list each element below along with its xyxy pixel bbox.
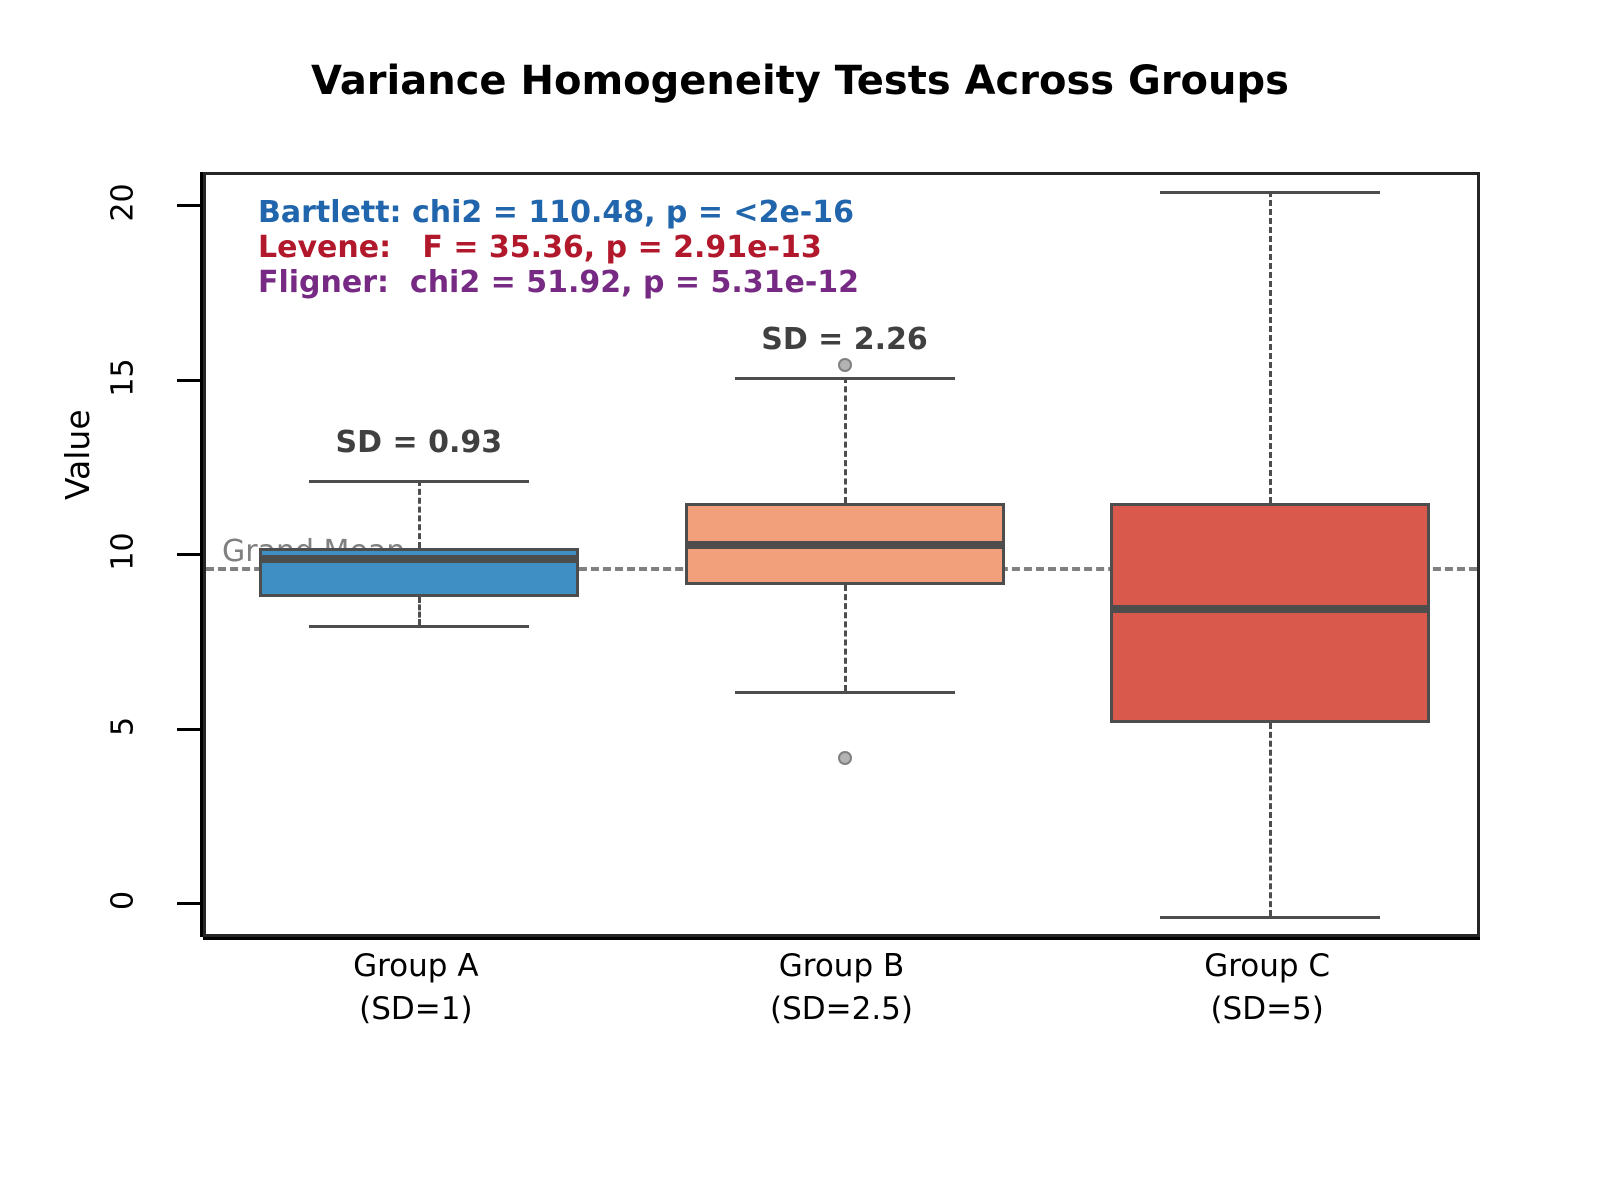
whisker-cap-upper xyxy=(308,480,529,484)
y-tick-mark xyxy=(177,902,201,905)
y-axis-line xyxy=(200,172,204,937)
outlier-point[interactable] xyxy=(837,750,852,765)
stat-line-bartlett: Bartlett: chi2 = 110.48, p = <2e-16 xyxy=(258,195,854,230)
median-line xyxy=(684,540,1005,549)
whisker-upper xyxy=(1269,190,1273,503)
whisker-cap-lower xyxy=(308,625,529,629)
whisker-cap-upper xyxy=(1160,190,1381,194)
x-label-line2: (SD=2.5) xyxy=(769,991,913,1027)
x-axis-label-group-c: Group C (SD=5) xyxy=(1067,945,1467,1031)
whisker-upper xyxy=(417,480,421,549)
whisker-cap-lower xyxy=(1160,916,1381,920)
page-title: Variance Homogeneity Tests Across Groups xyxy=(311,58,1289,104)
y-tick-label: 10 xyxy=(105,532,141,571)
boxplot-group-c[interactable]: SD = 4.88 xyxy=(206,175,1477,934)
outlier-point[interactable] xyxy=(837,358,852,373)
x-label-line1: Group A xyxy=(353,948,479,984)
boxplot-group-a[interactable]: SD = 0.93 xyxy=(206,175,1477,934)
sd-annotation: SD = 2.26 xyxy=(761,322,928,358)
median-line xyxy=(1110,605,1431,614)
y-tick-label: 0 xyxy=(105,890,141,911)
x-label-line1: Group B xyxy=(778,948,905,984)
y-tick-mark xyxy=(177,204,201,207)
x-label-line2: (SD=5) xyxy=(1210,991,1324,1027)
boxplot-group-b[interactable]: SD = 2.26 xyxy=(206,175,1477,934)
whisker-lower xyxy=(1269,722,1273,917)
x-axis-line xyxy=(203,936,1480,940)
y-tick-label: 15 xyxy=(105,357,141,397)
x-axis-label-group-b: Group B (SD=2.5) xyxy=(642,945,1042,1031)
whisker-cap-lower xyxy=(734,691,955,695)
y-tick-label: 20 xyxy=(105,183,141,222)
sd-annotation: SD = 0.93 xyxy=(335,425,503,461)
whisker-upper xyxy=(843,377,847,503)
stats-annotations: Bartlett: chi2 = 110.48, p = <2e-16 Leven… xyxy=(258,195,859,300)
y-tick-mark xyxy=(177,727,201,731)
whisker-lower xyxy=(843,584,847,692)
stat-line-levene: Levene: F = 35.36, p = 2.91e-13 xyxy=(258,230,822,265)
y-axis-title: Value xyxy=(58,409,97,500)
y-tick-label: 5 xyxy=(105,716,141,736)
stat-line-fligner: Fligner: chi2 = 51.92, p = 5.31e-12 xyxy=(258,265,860,300)
x-label-line1: Group C xyxy=(1204,948,1331,984)
whisker-lower xyxy=(417,597,421,626)
y-tick-mark xyxy=(177,378,201,382)
whisker-cap-upper xyxy=(734,377,955,381)
x-label-line2: (SD=1) xyxy=(359,991,473,1027)
y-tick-mark xyxy=(177,553,201,556)
median-line xyxy=(258,554,579,563)
x-axis-label-group-a: Group A (SD=1) xyxy=(216,945,616,1031)
